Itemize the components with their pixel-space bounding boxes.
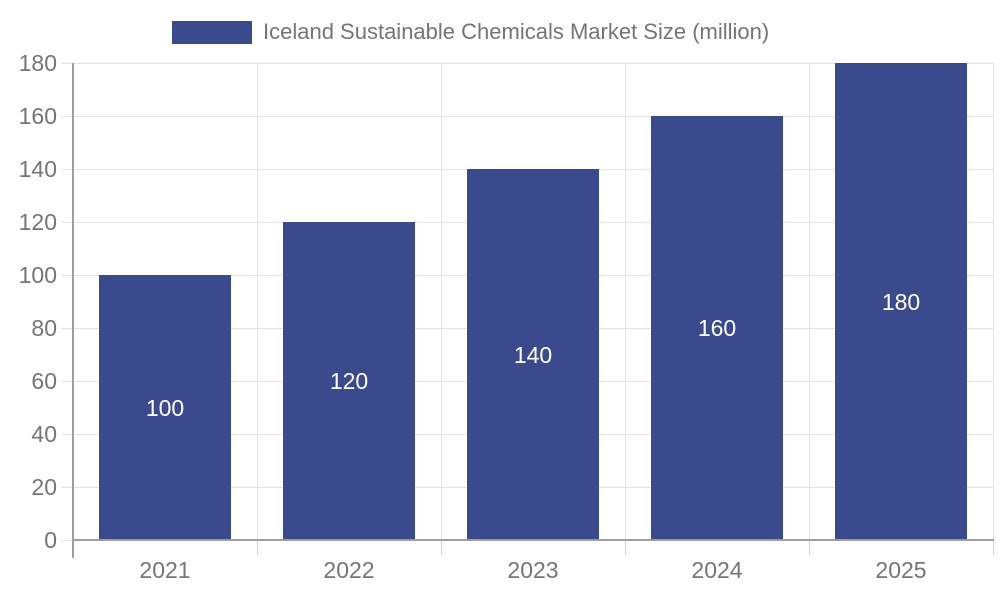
- gridline-vertical: [625, 63, 626, 540]
- x-axis-tick-label: 2024: [691, 557, 743, 583]
- y-axis-tick: [61, 487, 73, 488]
- bar-2022: [283, 222, 415, 540]
- bar-2021: [99, 275, 231, 540]
- y-axis-tick-label: 160: [18, 103, 57, 129]
- y-axis-tick: [61, 381, 73, 382]
- chart-legend[interactable]: Iceland Sustainable Chemicals Market Siz…: [172, 18, 769, 46]
- x-axis-tick: [257, 540, 258, 555]
- x-axis-tick: [625, 540, 626, 555]
- x-axis-tick-label: 2021: [139, 557, 191, 583]
- y-axis-tick: [61, 116, 73, 117]
- bar-2023: [467, 169, 599, 540]
- x-axis-tick: [441, 540, 442, 555]
- y-axis-tick: [61, 63, 73, 64]
- y-axis-line: [72, 63, 74, 558]
- y-axis-tick: [61, 328, 73, 329]
- gridline-vertical: [993, 63, 994, 540]
- y-axis-tick: [61, 540, 73, 541]
- y-axis-tick-label: 40: [31, 421, 57, 447]
- gridline-horizontal: [73, 116, 993, 117]
- y-axis-tick-label: 60: [31, 368, 57, 394]
- y-axis-tick-label: 140: [18, 156, 57, 182]
- plot-area: 0 20 40 60 80 100 120 140 160 180 100 2021 120 2022 14…: [19, 50, 994, 583]
- bar-value-label: 100: [145, 395, 185, 421]
- gridline-vertical: [257, 63, 258, 540]
- bar-value-label: 160: [697, 315, 737, 341]
- bar-2025: [835, 63, 967, 540]
- y-axis-tick-label: 120: [18, 209, 57, 235]
- gridline-vertical: [441, 63, 442, 540]
- y-axis-tick-label: 180: [18, 50, 57, 76]
- y-axis-tick: [61, 434, 73, 435]
- y-axis-tick: [61, 169, 73, 170]
- x-axis-line: [72, 539, 994, 541]
- gridline-vertical: [809, 63, 810, 540]
- x-axis-tick-label: 2025: [875, 557, 927, 583]
- legend-label: Iceland Sustainable Chemicals Market Siz…: [263, 19, 770, 44]
- legend-swatch: [172, 20, 252, 44]
- bar-value-label: 140: [513, 342, 553, 368]
- x-axis-tick: [993, 540, 994, 555]
- x-axis-tick-label: 2022: [323, 557, 375, 583]
- x-axis-tick: [809, 540, 810, 555]
- x-axis-tick-label: 2023: [507, 557, 559, 583]
- gridline-horizontal: [73, 63, 993, 64]
- y-axis-tick-label: 20: [31, 474, 57, 500]
- y-axis-tick: [61, 275, 73, 276]
- y-axis-tick-label: 100: [18, 262, 57, 288]
- bar-value-label: 180: [881, 289, 921, 315]
- y-axis-tick-label: 0: [44, 527, 57, 553]
- bar-value-label: 120: [329, 368, 369, 394]
- y-axis-tick: [61, 222, 73, 223]
- y-axis-tick-label: 80: [31, 315, 57, 341]
- bar-2024: [651, 116, 783, 540]
